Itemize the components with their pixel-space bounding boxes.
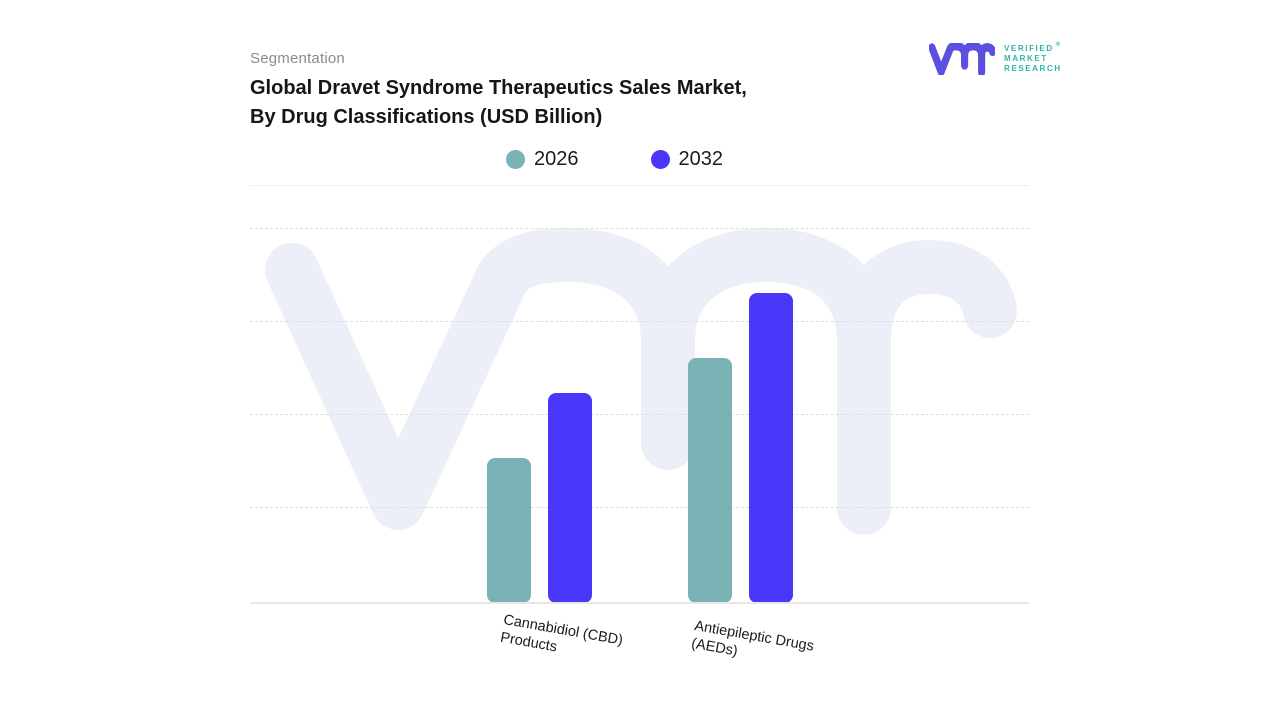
vmr-watermark-icon xyxy=(265,228,1017,535)
vmr-logo: VERIFIED ® MARKET RESEARCH xyxy=(929,40,1062,75)
bar-2026-category-1 xyxy=(487,458,531,603)
legend-dot-2026 xyxy=(506,150,525,169)
page-title-line2: By Drug Classifications (USD Billion) xyxy=(250,106,603,128)
legend-label-2026: 2026 xyxy=(534,148,579,170)
gridline-2 xyxy=(250,321,1029,322)
bar-2032-category-1 xyxy=(548,393,592,603)
eyebrow-segmentation: Segmentation xyxy=(250,50,345,67)
gridline-4 xyxy=(250,507,1029,508)
legend-separator-line xyxy=(250,185,1029,186)
gridline-3 xyxy=(250,414,1029,415)
legend-item-2026: 2026 xyxy=(506,148,579,171)
page-title-line1: Global Dravet Syndrome Therapeutics Sale… xyxy=(250,77,747,99)
vmr-logo-icon xyxy=(929,43,995,75)
vmr-logo-text-line1: VERIFIED ® xyxy=(1004,42,1061,53)
page-title: Global Dravet Syndrome Therapeutics Sale… xyxy=(250,74,747,132)
legend-label-2032: 2032 xyxy=(678,148,724,170)
gridline-1 xyxy=(250,228,1029,229)
registered-mark: ® xyxy=(1055,42,1061,48)
vmr-logo-text-line2: MARKET xyxy=(1004,54,1048,63)
bar-2026-category-2 xyxy=(688,358,732,603)
bar-2032-category-2 xyxy=(749,293,793,603)
vmr-logo-text: VERIFIED ® MARKET RESEARCH xyxy=(1004,40,1062,74)
legend-item-2032: 2032 xyxy=(650,148,724,171)
vmr-logo-text-line3: RESEARCH xyxy=(1004,64,1062,73)
legend-dot-2032 xyxy=(650,150,670,169)
x-axis-baseline xyxy=(250,602,1029,604)
chart-legend: 2026 2032 xyxy=(506,148,723,171)
